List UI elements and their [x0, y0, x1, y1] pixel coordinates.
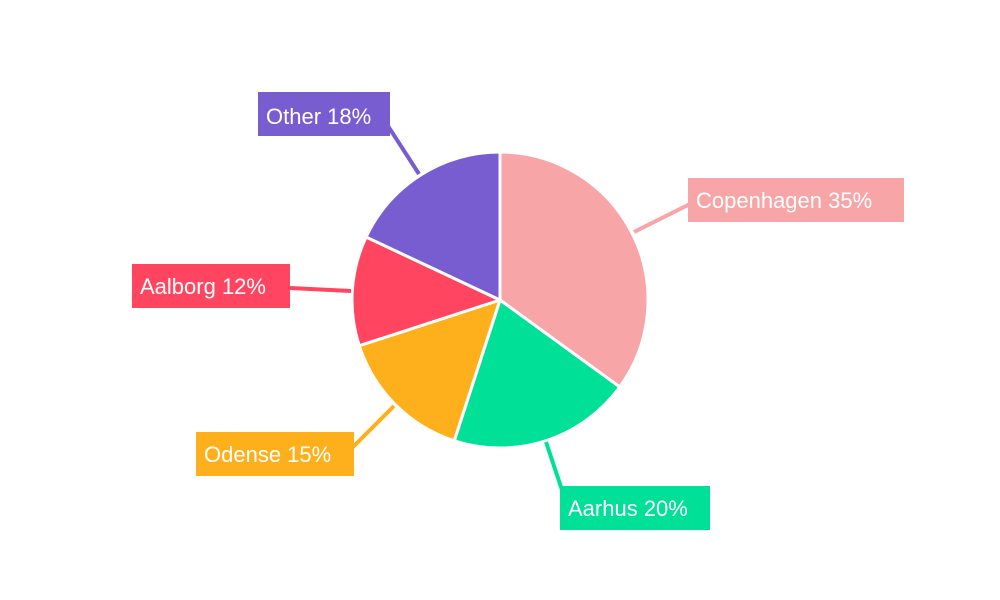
leader-line-odense [350, 404, 396, 450]
label-other: Other 18% [258, 92, 390, 136]
pie-slice-aalborg[interactable] [350, 235, 502, 348]
label-text: Odense 15% [204, 442, 331, 467]
label-copenhagen: Copenhagen 35% [688, 178, 904, 222]
pie-slices [350, 150, 650, 450]
label-aalborg: Aalborg 12% [132, 264, 290, 308]
label-background [688, 178, 904, 222]
pie-slice-other[interactable] [364, 150, 502, 302]
leader-line-copenhagen [633, 202, 691, 234]
pie-slice-copenhagen[interactable] [498, 150, 650, 389]
slice-labels: Copenhagen 35% Aarhus 20% Odense 15% Aalbor… [132, 92, 904, 530]
leader-line-other [386, 124, 421, 176]
label-text: Aarhus 20% [568, 496, 688, 521]
label-text: Other 18% [266, 104, 371, 129]
label-odense: Odense 15% [196, 432, 354, 476]
label-background [196, 432, 354, 476]
label-aarhus: Aarhus 20% [560, 486, 710, 530]
pie-slice-aarhus[interactable] [452, 298, 622, 450]
label-background [132, 264, 290, 308]
label-background [258, 92, 390, 136]
label-text: Copenhagen 35% [696, 188, 872, 213]
label-text: Aalborg 12% [140, 274, 266, 299]
label-background [560, 486, 710, 530]
leader-line-aalborg [289, 286, 352, 293]
leader-lines [289, 124, 691, 491]
leader-line-aarhus [544, 441, 564, 491]
